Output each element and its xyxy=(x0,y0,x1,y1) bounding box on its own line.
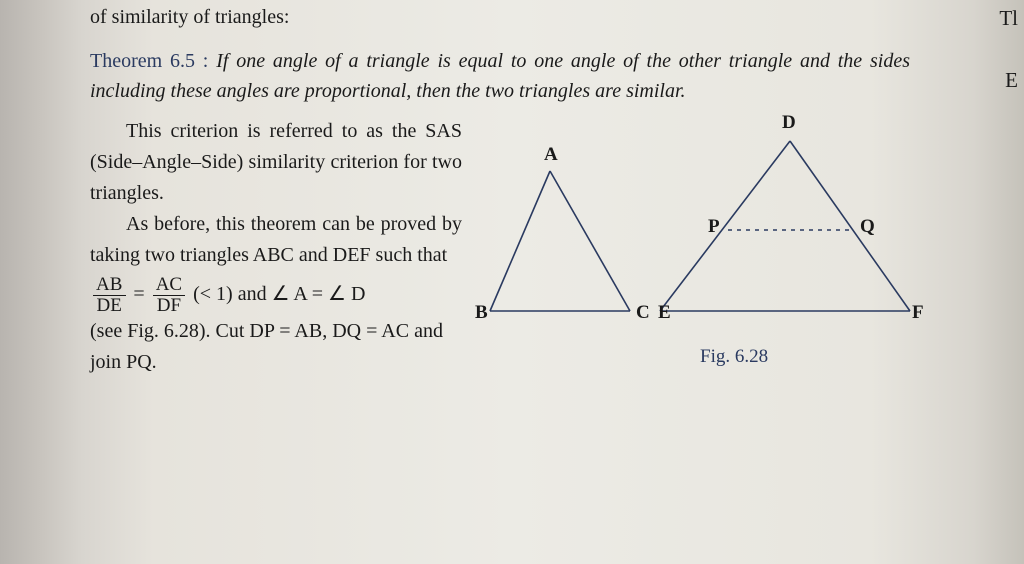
equals-sign: = xyxy=(133,283,144,305)
intro-fragment: of similarity of triangles: xyxy=(90,2,910,32)
equation-line: AB DE = AC DF (< 1) and ∠ A = ∠ D xyxy=(90,275,462,316)
figure-caption: Fig. 6.28 xyxy=(700,346,768,368)
vertex-label-f: F xyxy=(912,302,924,324)
frac-num: AB xyxy=(92,275,126,295)
vertex-label-a: A xyxy=(544,144,558,166)
vertex-label-b: B xyxy=(475,302,488,324)
criterion-paragraph: This criterion is referred to as the SAS… xyxy=(90,116,462,209)
angle-condition: (< 1) and ∠ A = ∠ D xyxy=(193,283,365,305)
vertex-label-e: E xyxy=(658,302,671,324)
figure-column: A B C D E F P Q Fig. 6.28 xyxy=(480,116,910,378)
margin-fragment-e: E xyxy=(1005,68,1018,93)
vertex-label-c: C xyxy=(636,302,650,324)
theorem-statement: If one angle of a triangle is equal to o… xyxy=(90,50,910,102)
vertex-label-p: P xyxy=(708,216,720,238)
frac-den: DF xyxy=(153,295,185,316)
fraction-ac-df: AC DF xyxy=(152,275,186,316)
text-column: This criterion is referred to as the SAS… xyxy=(90,116,462,378)
theorem-block: Theorem 6.5 : If one angle of a triangle… xyxy=(90,46,910,106)
frac-den: DE xyxy=(93,295,126,316)
margin-fragment-t: Tl xyxy=(999,6,1018,31)
theorem-label: Theorem 6.5 : xyxy=(90,50,208,72)
frac-num: AC xyxy=(152,275,186,295)
proof-construction-paragraph: (see Fig. 6.28). Cut DP = AB, DQ = AC an… xyxy=(90,316,462,378)
fraction-ab-de: AB DE xyxy=(92,275,126,316)
vertex-label-q: Q xyxy=(860,216,875,238)
vertex-label-d: D xyxy=(782,112,796,134)
proof-setup-paragraph: As before, this theorem can be proved by… xyxy=(90,209,462,271)
